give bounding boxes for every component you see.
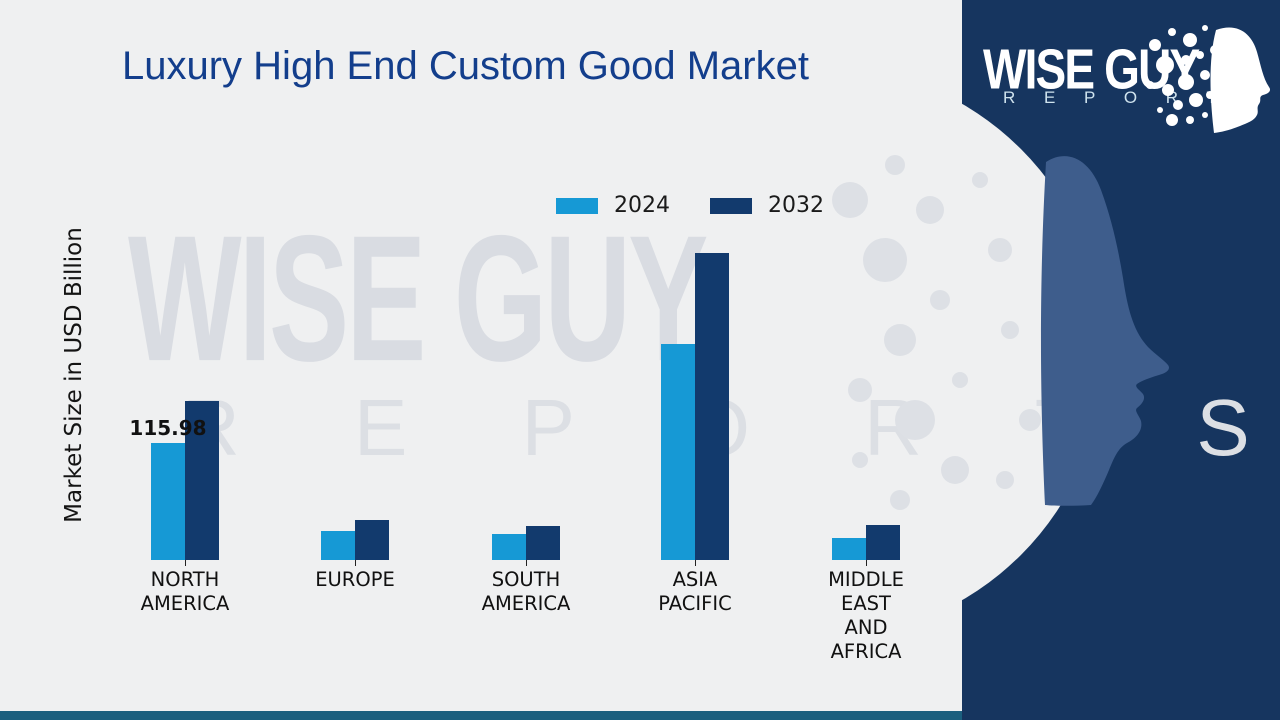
chart-title: Luxury High End Custom Good Market: [122, 44, 809, 88]
bar-2032-europe: [355, 520, 389, 560]
bar-2024-north-america: [151, 443, 185, 560]
x-axis-label-asia-pacific: ASIA PACIFIC: [658, 568, 732, 615]
bar-value-label: 115.98: [129, 416, 207, 440]
x-axis-tick: [184, 560, 186, 566]
bar-2024-middle-east-and-africa: [832, 538, 866, 560]
bar-2032-south-america: [526, 526, 560, 560]
bar-2024-south-america: [492, 534, 526, 560]
bottom-accent-bar: [0, 711, 962, 720]
x-axis-label-europe: EUROPE: [315, 568, 395, 591]
bar-2032-north-america: [185, 401, 219, 560]
x-axis-tick: [525, 560, 527, 566]
legend-label-2024: 2024: [614, 193, 670, 218]
bar-2024-asia-pacific: [661, 344, 695, 560]
x-axis-label-middle-east-and-africa: MIDDLE EAST AND AFRICA: [828, 568, 904, 663]
bar-2032-middle-east-and-africa: [866, 525, 900, 560]
x-axis-tick: [354, 560, 356, 566]
background-circle: [531, 65, 1105, 639]
bar-2032-asia-pacific: [695, 253, 729, 560]
x-axis-tick: [865, 560, 867, 566]
bar-2024-europe: [321, 531, 355, 560]
watermark-wordmark: WISE GUY: [128, 199, 708, 400]
x-axis-tick: [694, 560, 696, 566]
x-axis-label-south-america: SOUTH AMERICA: [481, 568, 571, 615]
x-axis-label-north-america: NORTH AMERICA: [140, 568, 230, 615]
legend-label-2032: 2032: [768, 193, 824, 218]
legend-swatch-2032: [710, 198, 752, 214]
logo-face-icon: [1210, 27, 1271, 133]
y-axis-label: Market Size in USD Billion: [61, 227, 87, 523]
legend-swatch-2024: [556, 198, 598, 214]
